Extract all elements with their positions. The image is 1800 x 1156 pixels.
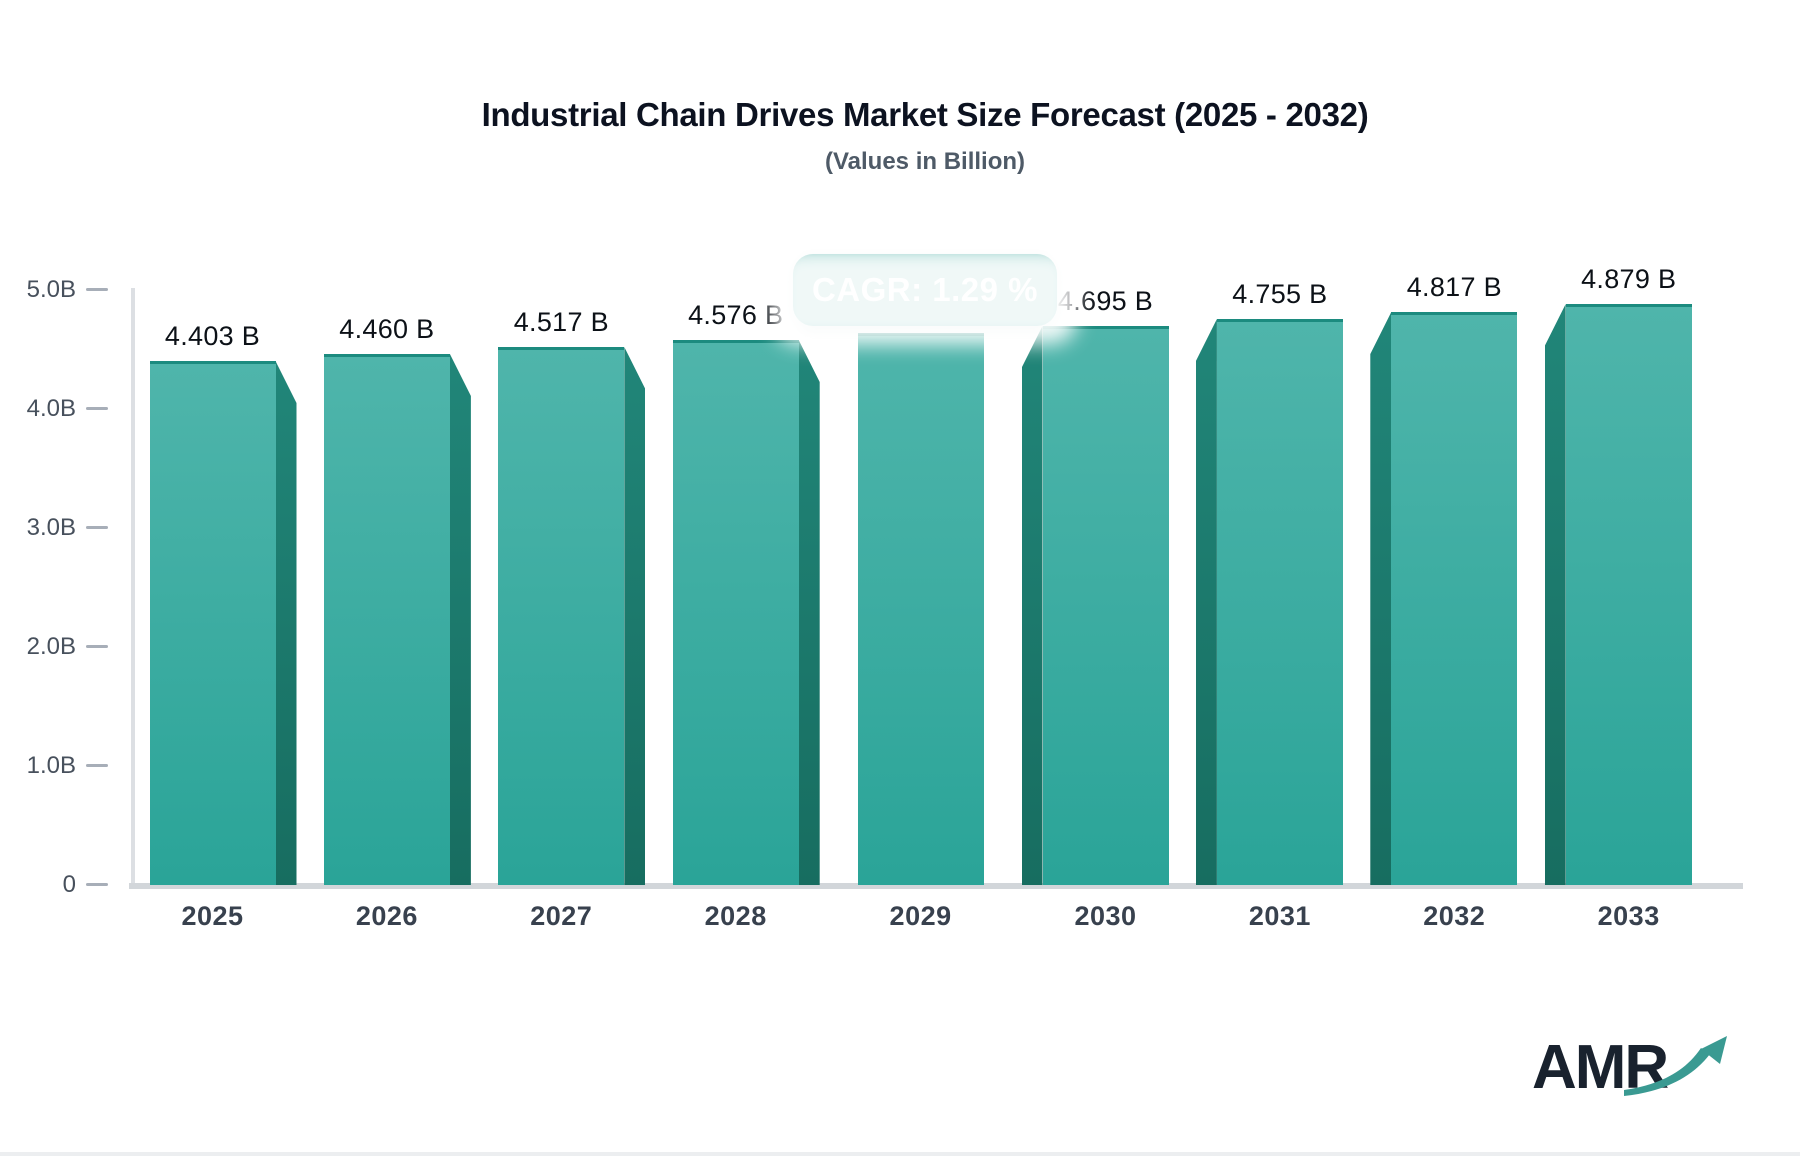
bar-side-face [624, 347, 646, 885]
y-tick-dash [86, 645, 108, 648]
x-tick-label: 2030 [1074, 901, 1137, 931]
bar-face [1042, 326, 1169, 885]
x-tick-label: 2032 [1423, 901, 1486, 931]
x-tick-label: 2033 [1597, 901, 1660, 931]
bar-side-face [449, 354, 471, 885]
bar-face [1565, 304, 1692, 885]
bar-value-label: 4.879 B [1581, 264, 1677, 294]
bar-value-label: 4.460 B [339, 314, 435, 344]
y-tick-label: 3.0B [26, 514, 76, 541]
y-tick-label: 1.0B [26, 752, 76, 779]
y-tick-label: 2.0B [26, 633, 76, 660]
bar-face [1216, 319, 1343, 885]
bar-value-label: 4.517 B [513, 307, 609, 337]
bar-face [672, 340, 799, 885]
bar-value-label: 4.755 B [1232, 279, 1328, 309]
x-axis-line [129, 883, 1743, 889]
growth-arrow-icon [1624, 1036, 1727, 1096]
chart-title: Industrial Chain Drives Market Size Fore… [481, 96, 1369, 133]
x-tick-label: 2031 [1248, 901, 1311, 931]
y-tick-dash [86, 764, 108, 767]
x-tick-label: 2027 [530, 901, 593, 931]
y-tick-label: 4.0B [26, 395, 76, 422]
x-tick-label: 2029 [889, 901, 952, 931]
bar-side-face [275, 361, 297, 885]
y-tick-dash [86, 883, 108, 886]
y-tick-dash [86, 288, 108, 291]
bar-value-label: 4.576 B [688, 300, 784, 330]
y-tick-label: 5.0B [26, 276, 76, 303]
y-tick-label: 0 [62, 871, 76, 898]
bar-value-label: 4.403 B [164, 321, 261, 351]
bar-side-face [1021, 326, 1043, 885]
bar-side-face [1370, 312, 1392, 885]
bar-side-face [1195, 319, 1217, 885]
bar-face [149, 361, 276, 885]
y-tick-dash [86, 526, 108, 529]
bar-side-face [1544, 304, 1566, 885]
y-tick-dash [86, 407, 108, 410]
bar-value-label: 4.817 B [1406, 272, 1502, 302]
x-tick-label: 2026 [355, 901, 418, 931]
bar-face [323, 354, 450, 885]
x-tick-label: 2025 [181, 901, 244, 931]
page-bottom-edge [0, 1152, 1800, 1156]
bar-face [498, 347, 625, 885]
amr-logo: AMR [1532, 1034, 1742, 1114]
y-axis-line [131, 288, 135, 885]
bar-face [1391, 312, 1518, 885]
bar-side-face [798, 340, 820, 885]
chart-subtitle: (Values in Billion) [824, 148, 1026, 175]
cagr-badge: CAGR: 1.29 % [793, 254, 1057, 326]
bar-face [857, 333, 984, 885]
x-tick-label: 2028 [704, 901, 767, 931]
